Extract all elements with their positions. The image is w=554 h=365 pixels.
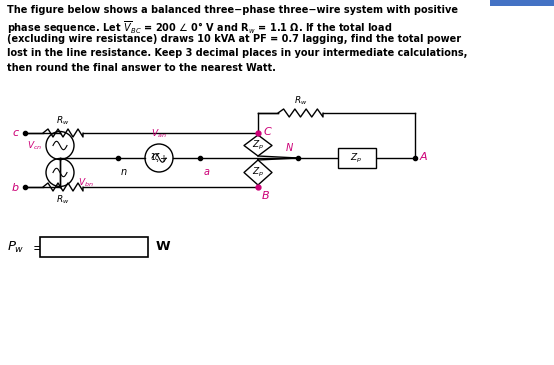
Text: $R_w$: $R_w$: [294, 95, 307, 107]
Text: lost in the line resistance. Keep 3 decimal places in your intermediate calculat: lost in the line resistance. Keep 3 deci…: [7, 49, 468, 58]
Text: $V_{bn}$: $V_{bn}$: [78, 177, 94, 189]
Text: The figure below shows a balanced three−phase three−wire system with positive: The figure below shows a balanced three−…: [7, 5, 458, 15]
Text: (excluding wire resistance) draws 10 kVA at PF = 0.7 lagging, find the total pow: (excluding wire resistance) draws 10 kVA…: [7, 34, 461, 44]
Text: $n$: $n$: [120, 167, 127, 177]
Text: $C$: $C$: [263, 125, 273, 137]
Text: $V_{cn}$: $V_{cn}$: [27, 139, 42, 152]
Text: $=$: $=$: [30, 241, 44, 254]
Text: $Z_p$: $Z_p$: [252, 139, 264, 152]
Text: $c$: $c$: [12, 128, 20, 138]
Text: $Z_p$: $Z_p$: [351, 151, 362, 165]
Text: $1\zeta$: $1\zeta$: [150, 151, 162, 165]
Text: phase sequence. Let $\overline{V}_{BC}$ = 200 $\angle$ 0° V and R$_w$ = 1.1 Ω. I: phase sequence. Let $\overline{V}_{BC}$ …: [7, 19, 392, 36]
Text: $V_{an}$: $V_{an}$: [151, 127, 167, 140]
Text: $P_w$: $P_w$: [7, 239, 24, 254]
Text: $R_w$: $R_w$: [57, 193, 70, 205]
Text: $b$: $b$: [12, 181, 20, 193]
Text: $a$: $a$: [203, 167, 211, 177]
FancyBboxPatch shape: [490, 0, 554, 6]
Text: $R_w$: $R_w$: [57, 115, 70, 127]
FancyBboxPatch shape: [40, 237, 148, 257]
Text: $\mathbf{W}$: $\mathbf{W}$: [155, 241, 171, 254]
Text: $Z_p$: $Z_p$: [252, 166, 264, 179]
Text: $A$: $A$: [419, 150, 428, 162]
Text: $N$: $N$: [285, 141, 294, 153]
Text: then round the final answer to the nearest Watt.: then round the final answer to the neare…: [7, 63, 276, 73]
FancyBboxPatch shape: [337, 148, 376, 168]
Text: $B$: $B$: [261, 189, 270, 201]
Text: $+$: $+$: [160, 153, 168, 164]
